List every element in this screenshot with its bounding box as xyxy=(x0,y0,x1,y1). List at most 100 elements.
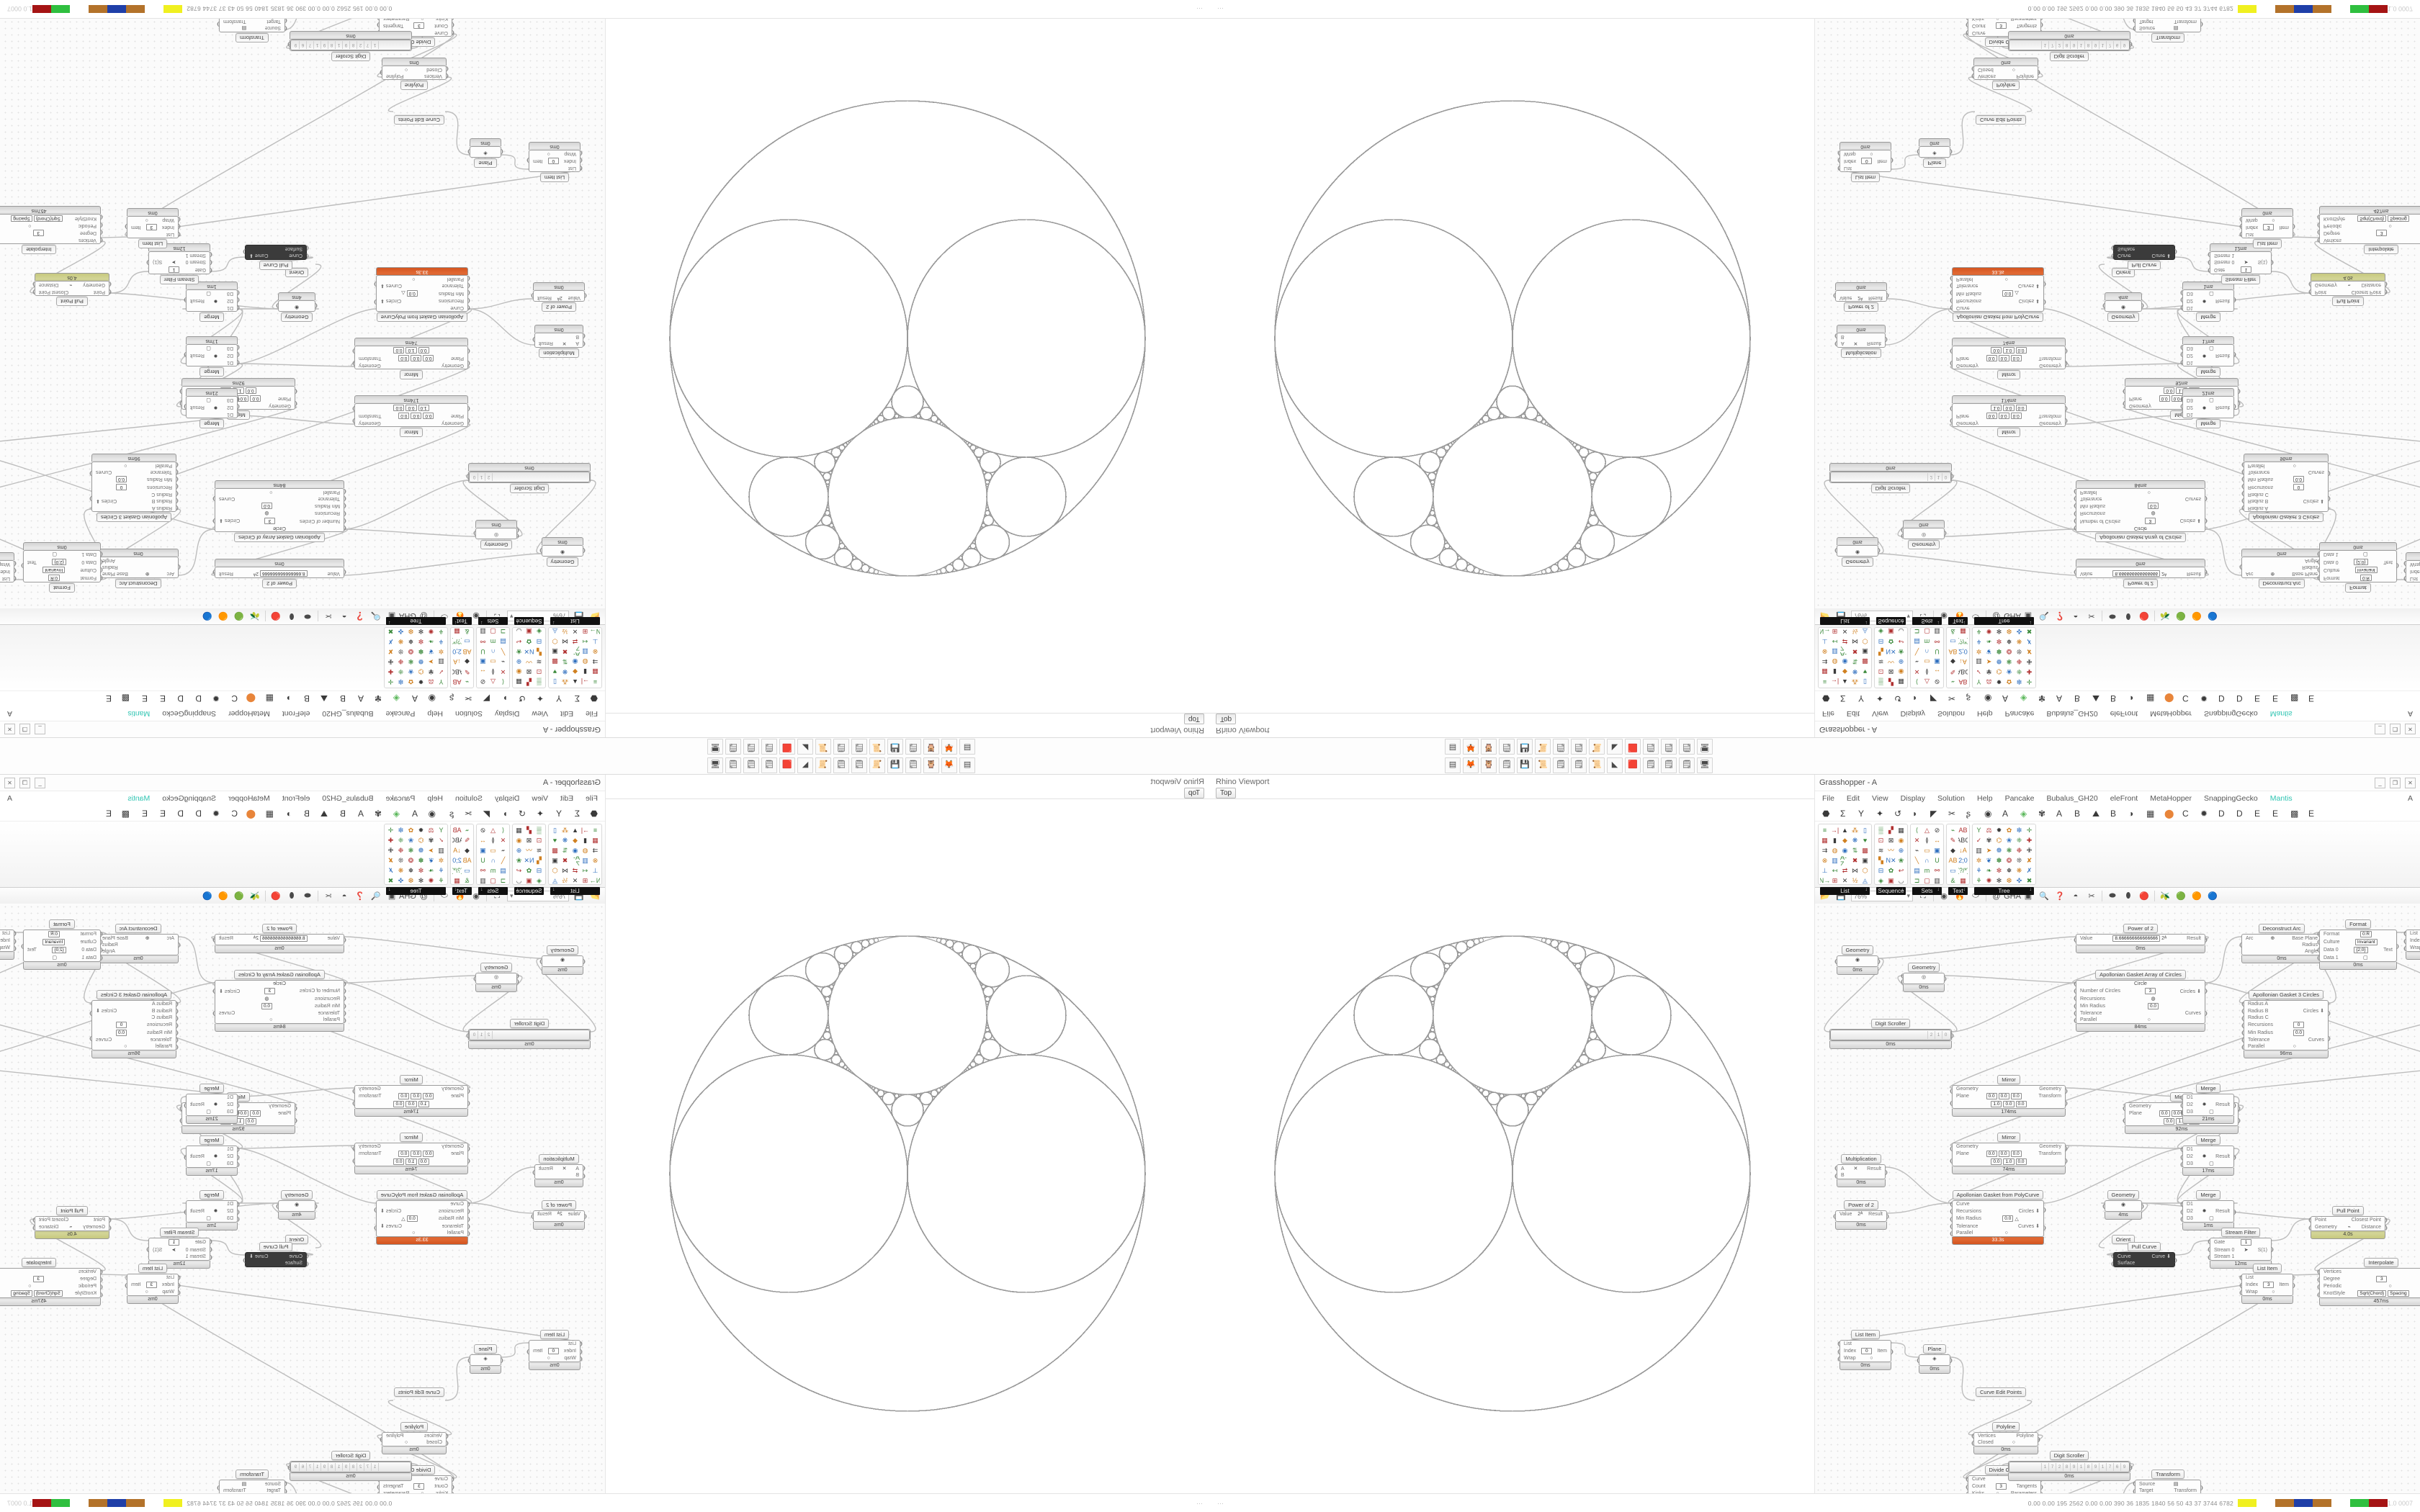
ribbon-component-icon[interactable]: ❆ xyxy=(408,628,414,635)
gh-component[interactable]: Merge D1 D2 ✹ Result D3 ▢ ❨ ❨ ❨ ❩ 1ms xyxy=(2179,1190,2237,1230)
param-value[interactable]: 3 xyxy=(2120,518,2180,524)
component-name-label[interactable]: Apollonian Gasket Array of Circles xyxy=(2095,533,2186,542)
node-port[interactable]: ❨ xyxy=(208,266,213,274)
node-port[interactable]: ❨ xyxy=(1971,73,1976,79)
component-name-label[interactable]: Geometry xyxy=(480,540,513,549)
ribbon-component-icon[interactable]: ▲ xyxy=(1842,827,1848,834)
node-port[interactable]: ❨ xyxy=(236,1201,241,1208)
component-body[interactable]: Curve Curve ⬇ Surface ❨ ❨ ❩ xyxy=(242,245,310,260)
menu-item-elefront[interactable]: eleFront xyxy=(2110,709,2138,718)
menu-item-edit[interactable]: Edit xyxy=(1846,709,1860,718)
node-port[interactable]: ❨ xyxy=(174,462,179,468)
component-body[interactable]: Point Closest Point Geometry ⌁ Distance ❨ ❨ ❩ ❩ xyxy=(2308,1216,2388,1231)
component-body[interactable]: VerticesCurveDegree3LengthPeriodic○KnotS… xyxy=(0,214,104,244)
node-port[interactable]: ❨ xyxy=(444,1440,449,1446)
component-param-row[interactable]: Vertices Polyline xyxy=(1974,1433,2038,1439)
gh-component[interactable]: Stream Filter Gate 1 Stream 0 ➤ S(1) Stream 1 ❨… xyxy=(145,243,213,284)
gh-component[interactable]: Apollonian Gasket from PolyCurve Curve Rec… xyxy=(373,1190,471,1245)
node-port[interactable]: ❨ xyxy=(466,275,471,282)
ribbon-component-icon[interactable]: ✖ xyxy=(562,857,568,864)
param-value[interactable]: Invariant xyxy=(27,939,80,945)
ribbon-component-icon[interactable]: AB xyxy=(1958,678,1968,685)
param-value[interactable]: ○ xyxy=(219,490,323,495)
node-port[interactable]: ❨ xyxy=(99,575,104,582)
ribbon-component-icon[interactable]: →| xyxy=(581,827,590,834)
component-name-label[interactable]: Pull Curve xyxy=(259,261,293,270)
param-value[interactable]: ▢ xyxy=(2339,552,2393,557)
close-button[interactable]: ✕ xyxy=(2405,724,2416,735)
param-value[interactable]: 0.0 △ xyxy=(380,290,439,297)
ribbon-component-icon[interactable]: ▤ xyxy=(1914,638,1920,645)
component-body[interactable]: Curve Recursions Circles ⬇ Min Radius 0.0 △ To… xyxy=(1949,275,2047,312)
component-param-row[interactable]: Min Radius 0.0 xyxy=(92,1029,176,1037)
component-param-row[interactable]: Data 1 ▢ xyxy=(2320,954,2396,961)
component-name-label[interactable]: Apollonian Gasket from PolyCurve xyxy=(1952,1190,2044,1200)
component-tab-icon-24[interactable]: E xyxy=(2254,693,2261,703)
ribbon-component-icon[interactable]: ▦ xyxy=(1821,668,1828,675)
node-port[interactable]: ❩ xyxy=(379,1436,384,1443)
ribbon-component-icon[interactable]: & xyxy=(465,628,470,635)
component-param-row[interactable]: Min Radius 0.0 xyxy=(215,1002,344,1010)
param-input-field[interactable]: 0.0 xyxy=(2147,1003,2159,1009)
component-param-row[interactable]: Tolerance Curves xyxy=(2076,1010,2205,1017)
component-tab-icon-1[interactable]: Σ xyxy=(574,809,580,819)
param-value[interactable]: ✹ xyxy=(205,1153,227,1159)
node-port[interactable]: ❨ xyxy=(581,958,586,965)
ribbon-component-icon[interactable]: ⊠ xyxy=(526,668,532,675)
component-body[interactable]: D1 D2 ✹ Result D3 ▢ ❨ ❨ ❨ ❩ xyxy=(183,1146,241,1168)
node-port[interactable]: ❩ xyxy=(2232,1153,2237,1161)
ribbon-component-icon[interactable]: ◆ xyxy=(573,668,578,675)
param-value[interactable]: ◎ xyxy=(480,532,513,538)
component-param-row[interactable]: Stream 0 ➤ S(1) xyxy=(2210,1246,2271,1254)
param-value[interactable]: 2ᴬ xyxy=(552,1212,568,1217)
ribbon-component-icon[interactable]: m xyxy=(1924,638,1930,645)
ribbon-component-icon[interactable]: ❋ xyxy=(1852,837,1858,844)
grasshopper-canvas[interactable]: Geometry ◉ ❨ ❩ 0ms Geometry ◎ ❨ ❨ ❩ 0ms Digit Scrol… xyxy=(1815,904,2420,1512)
param-value[interactable]: 0.0 xyxy=(2105,1003,2201,1009)
component-body[interactable]: ListIndex1ItemWrap○❨❨❨❩ xyxy=(2403,930,2420,952)
ribbon-component-icon[interactable]: ❦ xyxy=(428,648,434,655)
component-param-row[interactable]: Culture Invariant xyxy=(24,938,100,946)
param-value[interactable]: 3 xyxy=(240,988,300,994)
component-param-row[interactable]: Tolerance Curves ⬇ xyxy=(1953,282,2043,289)
component-param-row[interactable]: Stream 1 xyxy=(2210,1254,2271,1260)
node-port[interactable]: ❩ xyxy=(2383,1224,2388,1231)
ribbon-group-label[interactable]: Tree ↓ xyxy=(386,887,446,895)
node-port[interactable]: ❨ xyxy=(1949,1088,1954,1095)
ribbon-component-icon[interactable]: ⇄ xyxy=(572,638,578,645)
component-body[interactable]: Source ▤ Target Transform ❨ ❨ ❩ xyxy=(2132,1480,2204,1495)
gh-component[interactable]: Pull Point Point Closest Point Geometry ⌁ Dis… xyxy=(2308,273,2388,306)
ribbon-component-icon[interactable]: ❈ xyxy=(2016,837,2022,844)
gh-component[interactable]: Format Format 0:R Culture Invariant Data 0 {2;… xyxy=(2316,919,2400,970)
component-body[interactable]: Value 8.666666666666666 2ᴬ Result ❨ ❩ xyxy=(212,934,347,945)
node-port[interactable]: ❩ xyxy=(2236,1117,2241,1124)
param-value[interactable]: ○ xyxy=(2097,1017,2201,1022)
component-param-row[interactable]: Wrap○ xyxy=(2242,217,2293,223)
rhino-icon[interactable]: ◣ xyxy=(1607,757,1623,773)
component-tab-icon-4[interactable]: ↺ xyxy=(1894,809,1902,819)
node-port[interactable]: ❩ xyxy=(379,69,384,76)
component-tab-icon-21[interactable]: ✹ xyxy=(2200,693,2208,703)
component-body[interactable]: Circle Number of Circles 3 Circles ⬇ Recursi… xyxy=(212,488,347,532)
notepad-icon[interactable]: 🗒 xyxy=(1499,757,1515,773)
component-param-row[interactable]: Radius B Circles ⬇ xyxy=(2244,1007,2328,1014)
component-tab-icon-10[interactable]: A xyxy=(411,809,418,819)
menu-item-help[interactable]: Help xyxy=(1976,709,1993,718)
ribbon-group-label[interactable]: Sequence ↓ xyxy=(1876,887,1906,895)
node-port[interactable]: ❨ xyxy=(2238,230,2244,238)
component-name-label[interactable]: Plane xyxy=(474,158,497,168)
component-body[interactable]: ◈ ❨ ❩ xyxy=(467,1354,504,1366)
component-param-row[interactable]: Radius xyxy=(99,942,178,948)
ribbon-component-icon[interactable]: ❊ xyxy=(398,648,404,655)
ribbon-component-icon[interactable]: ↓A xyxy=(1959,658,1967,665)
node-port[interactable]: ❨ xyxy=(236,359,241,366)
param-input-field[interactable]: 1.0 xyxy=(1991,405,2002,411)
node-port[interactable]: ❩ xyxy=(212,495,217,503)
component-body[interactable]: List Index 0 Item Wrap ○ ❨ ❨ ❨ ❩ xyxy=(1837,150,1894,172)
node-port[interactable]: ❨ xyxy=(99,947,104,954)
ribbon-component-icon[interactable]: 〰 xyxy=(1887,847,1894,854)
ribbon-component-icon[interactable]: ▯ xyxy=(1863,827,1867,834)
component-name-label[interactable]: Plane xyxy=(1923,1344,1946,1354)
ribbon-component-icon[interactable]: ▣ xyxy=(526,877,532,884)
ribbon-component-icon[interactable]: ◆ xyxy=(1842,668,1847,675)
